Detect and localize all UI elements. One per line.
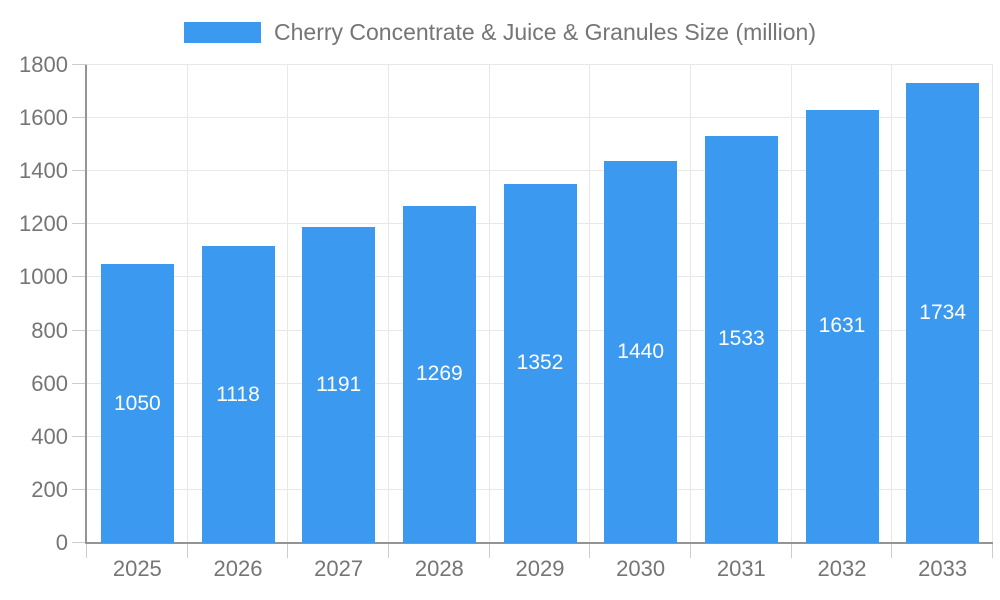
bar: 1352 [503,183,577,543]
h-gridline [87,64,993,65]
y-tick [72,170,87,172]
y-axis-line [85,65,87,543]
v-gridline [488,65,490,543]
x-tick [86,543,87,558]
x-axis-line [85,542,993,544]
y-tick [72,276,87,278]
v-gridline [690,65,691,543]
v-gridline [186,65,188,543]
y-axis-label: 1200 [19,211,68,237]
v-gridline [992,65,993,543]
x-tick [589,543,591,558]
x-tick [690,543,691,558]
y-axis-label: 1000 [19,264,68,290]
y-axis-label: 400 [31,423,68,449]
bar-value-label: 1269 [415,362,463,386]
y-axis-label: 1400 [19,158,68,184]
legend-label: Cherry Concentrate & Juice & Granules Si… [274,19,816,45]
y-axis-label: 200 [31,476,68,502]
legend-swatch [184,21,261,43]
y-tick [72,64,87,65]
v-gridline [388,65,389,543]
x-tick [891,543,893,558]
bar: 1050 [100,264,174,543]
y-tick [72,117,87,119]
bar-value-label: 1191 [316,372,362,396]
bar-value-label: 1352 [516,351,564,375]
y-axis-label: 1800 [19,52,68,77]
h-gridline [87,170,993,172]
bar: 1118 [201,246,275,543]
y-tick [72,542,87,543]
bar: 1440 [604,160,678,543]
bar-value-label: 1440 [617,339,665,363]
y-axis-label: 0 [55,530,68,555]
v-gridline [790,65,792,543]
y-axis-label: 1600 [19,105,68,131]
y-axis-label: 600 [31,370,68,396]
bar: 1631 [805,109,879,543]
x-axis-label: 2030 [616,556,666,581]
y-tick [72,382,87,384]
x-axis-label: 2029 [515,556,565,581]
x-axis-label: 2028 [414,556,464,581]
bar: 1734 [906,82,980,543]
x-tick [388,543,389,558]
bar-value-label: 1631 [818,314,866,338]
bar: 1533 [704,135,778,543]
chart-legend: Cherry Concentrate & Juice & Granules Si… [0,18,1000,46]
bar-value-label: 1050 [113,391,161,415]
x-axis-label: 2032 [817,556,867,581]
v-gridline [891,65,893,543]
x-axis-label: 2025 [112,556,162,581]
y-axis-label: 800 [31,317,68,343]
v-gridline [589,65,591,543]
h-gridline [87,117,993,119]
x-axis-label: 2026 [213,556,263,581]
x-tick [992,543,993,558]
x-axis-label: 2033 [918,556,968,581]
bar-value-label: 1118 [216,382,260,406]
y-tick [72,329,87,331]
x-tick [488,543,490,558]
x-tick [186,543,188,558]
v-gridline [287,65,289,543]
x-axis-label: 2027 [314,556,364,581]
bar: 1269 [402,206,476,543]
x-axis-label: 2031 [716,556,766,581]
x-tick [790,543,792,558]
x-tick [287,543,289,558]
bar-value-label: 1734 [919,300,967,324]
y-tick [72,435,87,437]
y-tick [72,223,87,225]
bar-value-label: 1533 [717,327,765,351]
bar: 1191 [302,226,376,543]
y-tick [72,488,87,490]
